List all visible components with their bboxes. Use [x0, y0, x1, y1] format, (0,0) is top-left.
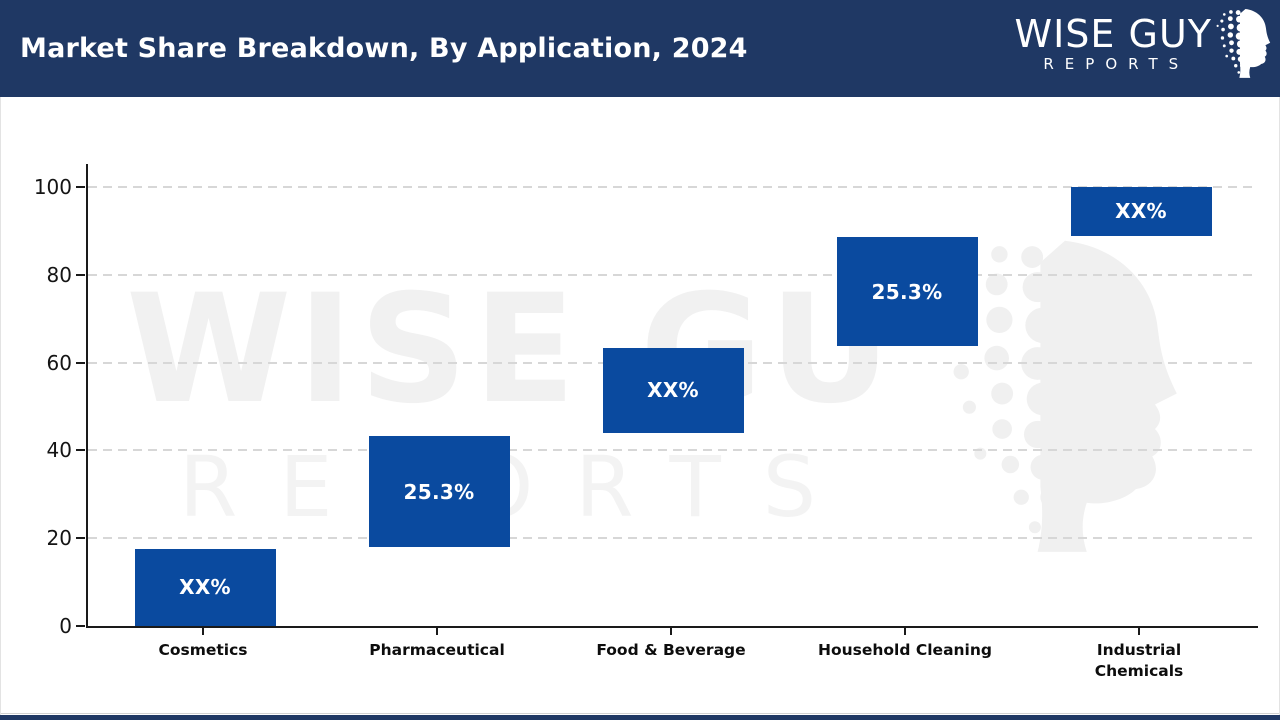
- x-category-label: Industrial Chemicals: [1094, 641, 1184, 680]
- x-tick-mark: [904, 627, 906, 635]
- y-tick-label: 80: [46, 262, 72, 287]
- y-tick-label: 20: [46, 526, 72, 551]
- page-title: Market Share Breakdown, By Application, …: [20, 33, 748, 64]
- footer-strip: [0, 715, 1280, 720]
- y-tick-mark: [76, 625, 85, 627]
- x-tick-mark: [202, 627, 204, 635]
- gridline-y40: [88, 449, 1258, 452]
- x-category-label: Household Cleaning: [817, 641, 993, 659]
- x-category-label: Food & Beverage: [596, 641, 746, 659]
- wise-guy-logo: WISE GUY REPORTS: [1015, 5, 1272, 83]
- bar-value-label: XX%: [179, 575, 231, 600]
- bar-value-label: XX%: [647, 378, 699, 403]
- y-tick-mark: [76, 186, 85, 188]
- bar-food-beverage: XX%: [602, 347, 744, 434]
- x-category-label: Cosmetics: [158, 641, 248, 659]
- logo-wordmark-block: WISE GUY REPORTS: [1014, 11, 1212, 74]
- bar-value-label: 25.3%: [403, 479, 475, 504]
- footer-hairline: [1, 713, 1279, 714]
- bar-cosmetics: XX%: [134, 548, 276, 626]
- x-tick-mark: [670, 627, 672, 635]
- bar-industrial-chemicals: XX%: [1070, 187, 1212, 236]
- y-tick-mark: [76, 537, 85, 540]
- logo-wordmark: WISE GUY: [1014, 11, 1212, 56]
- bar-value-label: XX%: [1115, 199, 1167, 224]
- y-tick-mark: [76, 449, 85, 452]
- y-tick-label: 0: [59, 614, 72, 638]
- logo-subtext: REPORTS: [1043, 55, 1190, 74]
- x-tick-mark: [436, 627, 438, 635]
- gridline-y100: [88, 186, 1258, 188]
- header-bar: Market Share Breakdown, By Application, …: [0, 0, 1280, 97]
- y-tick-label: 100: [33, 175, 72, 199]
- bar-pharmaceutical: 25.3%: [368, 436, 510, 548]
- logo-face-icon: [1216, 8, 1271, 78]
- bar-value-label: 25.3%: [871, 279, 943, 304]
- y-tick-mark: [76, 361, 85, 364]
- gridline-y20: [88, 537, 1258, 540]
- gridline-y80: [88, 273, 1258, 276]
- y-tick-mark: [76, 273, 85, 276]
- bar-household-cleaning: 25.3%: [836, 237, 978, 347]
- chart-region: WISE GU REPORTS XX% 25.3% XX% 25.3% XX% 0 20 4…: [0, 97, 1280, 715]
- x-tick-mark: [1138, 627, 1140, 635]
- x-category-label: Pharmaceutical: [369, 641, 505, 659]
- y-tick-label: 60: [46, 350, 72, 375]
- plot-area: XX% 25.3% XX% 25.3% XX%: [86, 164, 1258, 628]
- y-tick-label: 40: [46, 438, 72, 463]
